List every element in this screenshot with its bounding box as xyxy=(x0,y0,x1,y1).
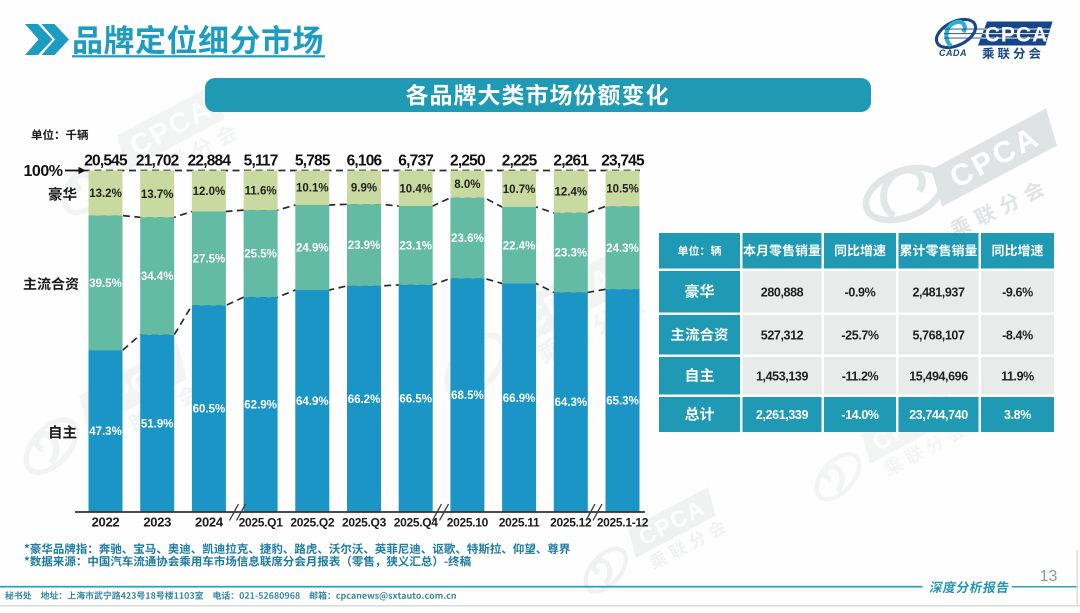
svg-text:2025.12: 2025.12 xyxy=(550,516,592,530)
svg-text:2025.11: 2025.11 xyxy=(499,516,540,530)
svg-text:-0.9%: -0.9% xyxy=(845,285,876,299)
svg-text:47.3%: 47.3% xyxy=(89,426,122,438)
svg-text:34.4%: 34.4% xyxy=(141,271,174,283)
svg-text:12.4%: 12.4% xyxy=(554,187,587,199)
svg-text:23,745: 23,745 xyxy=(601,153,645,170)
svg-text:22.4%: 22.4% xyxy=(503,240,536,252)
svg-text:2,261,339: 2,261,339 xyxy=(756,408,808,422)
svg-text:5,785: 5,785 xyxy=(295,153,331,170)
svg-text:66.2%: 66.2% xyxy=(348,394,381,406)
svg-text:2022: 2022 xyxy=(92,515,120,530)
svg-text:13.2%: 13.2% xyxy=(89,188,122,200)
svg-text:CADA: CADA xyxy=(939,48,967,58)
svg-text:64.3%: 64.3% xyxy=(554,397,587,409)
svg-text:-14.0%: -14.0% xyxy=(841,408,878,422)
svg-text:39.5%: 39.5% xyxy=(89,278,122,290)
svg-text:65.3%: 65.3% xyxy=(606,396,639,408)
svg-text:2025.Q1: 2025.Q1 xyxy=(239,516,284,530)
svg-text:66.9%: 66.9% xyxy=(503,393,536,405)
svg-text:13.7%: 13.7% xyxy=(141,189,174,201)
svg-text:10.7%: 10.7% xyxy=(503,184,536,196)
svg-text:25.5%: 25.5% xyxy=(244,249,277,261)
svg-text:-9.6%: -9.6% xyxy=(1002,285,1033,299)
svg-text:23.3%: 23.3% xyxy=(554,248,587,260)
svg-text:6,106: 6,106 xyxy=(347,153,383,170)
svg-text:2,261: 2,261 xyxy=(553,153,589,170)
svg-text:23.9%: 23.9% xyxy=(348,240,381,252)
svg-text:280,888: 280,888 xyxy=(761,285,804,299)
svg-text:10.4%: 10.4% xyxy=(399,183,432,195)
svg-text:24.3%: 24.3% xyxy=(606,243,639,255)
svg-text:2025.1-12: 2025.1-12 xyxy=(597,516,649,530)
svg-text:22,884: 22,884 xyxy=(188,153,232,170)
svg-text:2025.Q4: 2025.Q4 xyxy=(394,516,439,530)
svg-text:2025.Q2: 2025.Q2 xyxy=(290,516,335,530)
svg-text:66.5%: 66.5% xyxy=(399,393,432,405)
svg-text:6,737: 6,737 xyxy=(398,153,433,170)
svg-text:2025.Q3: 2025.Q3 xyxy=(342,516,387,530)
svg-text:10.1%: 10.1% xyxy=(296,183,329,195)
svg-text:9.9%: 9.9% xyxy=(351,182,377,194)
svg-text:2023: 2023 xyxy=(143,515,171,530)
svg-text:-25.7%: -25.7% xyxy=(841,328,878,342)
svg-text:20,545: 20,545 xyxy=(84,153,128,170)
svg-text:24.9%: 24.9% xyxy=(296,243,329,255)
svg-text:5,768,107: 5,768,107 xyxy=(912,328,964,342)
svg-text:23.6%: 23.6% xyxy=(451,233,484,245)
svg-text:CPCA: CPCA xyxy=(985,24,1049,47)
svg-text:23,744,740: 23,744,740 xyxy=(909,408,968,422)
svg-text:8.0%: 8.0% xyxy=(454,179,480,191)
svg-text:-8.4%: -8.4% xyxy=(1002,328,1033,342)
svg-text:-11.2%: -11.2% xyxy=(842,369,879,383)
svg-text:11.6%: 11.6% xyxy=(245,185,277,197)
svg-text:60.5%: 60.5% xyxy=(193,404,226,416)
svg-text:1,453,139: 1,453,139 xyxy=(756,369,808,383)
svg-text:13: 13 xyxy=(1040,568,1058,585)
svg-text:100%: 100% xyxy=(24,163,63,180)
svg-text:64.9%: 64.9% xyxy=(296,396,329,408)
svg-text:2,481,937: 2,481,937 xyxy=(912,285,964,299)
svg-text:51.9%: 51.9% xyxy=(141,418,174,430)
svg-text:11.9%: 11.9% xyxy=(1001,369,1034,383)
svg-text:527,312: 527,312 xyxy=(761,328,804,342)
svg-text:12.0%: 12.0% xyxy=(193,186,226,198)
svg-text:68.5%: 68.5% xyxy=(451,390,484,402)
svg-text:10.5%: 10.5% xyxy=(606,183,639,195)
svg-text:15,494,696: 15,494,696 xyxy=(909,369,968,383)
svg-text:21,702: 21,702 xyxy=(136,153,179,170)
svg-text:2024: 2024 xyxy=(195,515,224,530)
svg-text:2,250: 2,250 xyxy=(450,153,485,170)
svg-text:62.9%: 62.9% xyxy=(244,400,277,412)
svg-text:27.5%: 27.5% xyxy=(193,253,226,265)
svg-text:5,117: 5,117 xyxy=(244,153,278,170)
svg-text:2,225: 2,225 xyxy=(502,153,538,170)
svg-text:3.8%: 3.8% xyxy=(1004,408,1031,422)
svg-text:2025.10: 2025.10 xyxy=(447,516,489,530)
svg-text:23.1%: 23.1% xyxy=(399,240,432,252)
